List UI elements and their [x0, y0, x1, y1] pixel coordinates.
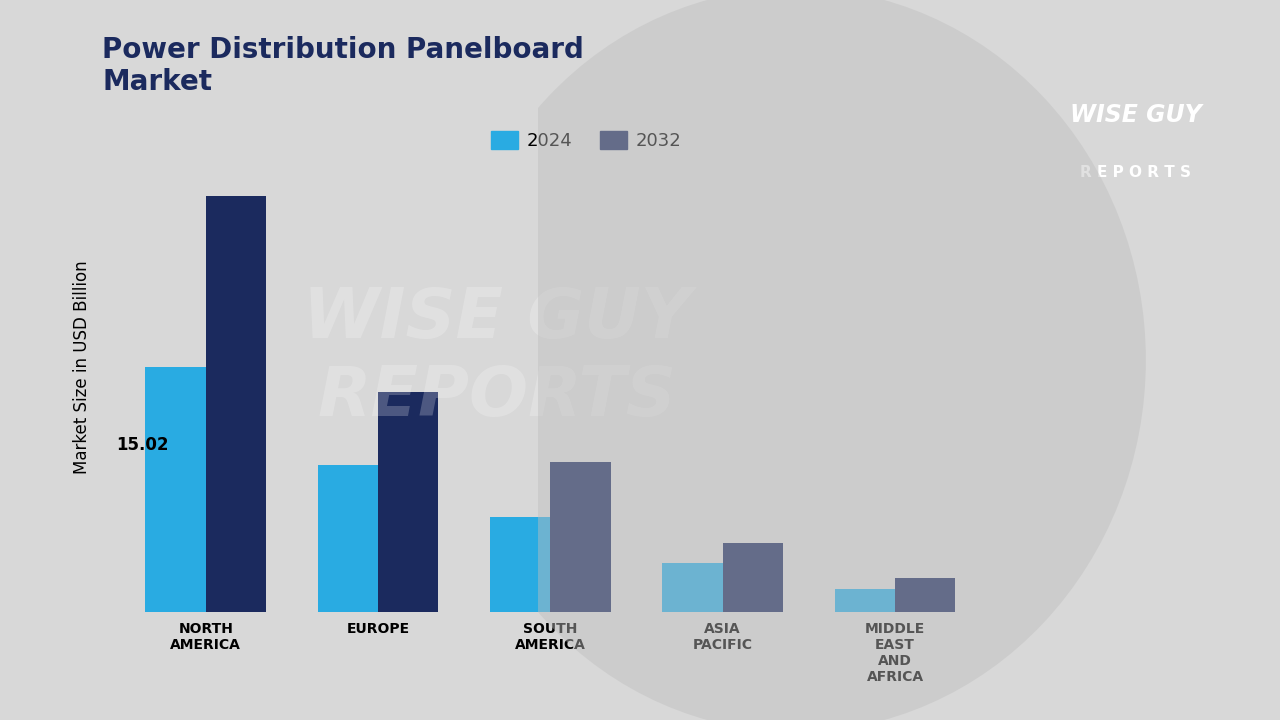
Bar	[835, 589, 895, 612]
Bar	[723, 544, 783, 612]
Bar	[317, 465, 378, 612]
Circle shape	[445, 0, 1146, 720]
Text: 15.02: 15.02	[116, 436, 169, 454]
Text: R E P O R T S: R E P O R T S	[1080, 166, 1192, 180]
Text: WISE GUY
REPORTS: WISE GUY REPORTS	[302, 285, 691, 430]
Y-axis label: Market Size in USD Billion: Market Size in USD Billion	[73, 261, 91, 474]
Legend: 2024, 2032: 2024, 2032	[481, 122, 691, 159]
Bar	[490, 518, 550, 612]
Bar	[206, 196, 266, 612]
Text: WISE GUY: WISE GUY	[1070, 103, 1202, 127]
Bar	[663, 563, 723, 612]
Text: Power Distribution Panelboard
Market: Power Distribution Panelboard Market	[102, 36, 584, 96]
Bar	[146, 367, 206, 612]
Bar	[378, 392, 438, 612]
Bar	[895, 577, 955, 612]
Bar	[550, 462, 611, 612]
